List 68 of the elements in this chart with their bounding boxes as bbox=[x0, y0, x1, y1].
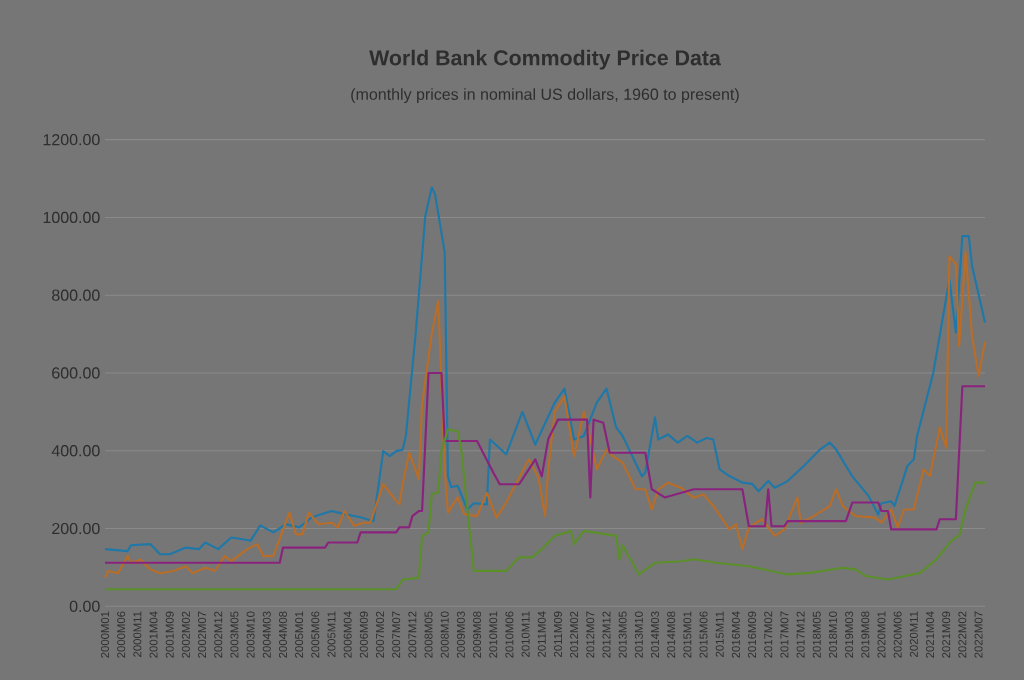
x-tick-label: 2004M08 bbox=[278, 611, 287, 658]
x-tick-label: 2010M11 bbox=[521, 611, 530, 657]
x-tick-label: 2014M03 bbox=[651, 611, 660, 658]
x-tick-label: 2005M11 bbox=[327, 611, 336, 657]
x-tick-label: 2005M06 bbox=[311, 611, 320, 658]
x-tick-label: 2017M07 bbox=[780, 611, 789, 658]
x-tick-label: 2013M10 bbox=[634, 611, 643, 658]
y-tick-label: 800.00 bbox=[52, 289, 100, 301]
line-series bbox=[103, 186, 987, 556]
x-tick-label: 2018M10 bbox=[828, 611, 837, 658]
x-tick-label: 2012M02 bbox=[570, 611, 579, 658]
x-tick-label: 2003M10 bbox=[246, 611, 255, 658]
x-tick-label: 2007M12 bbox=[408, 611, 417, 658]
x-tick-label: 2015M06 bbox=[699, 611, 708, 658]
x-tick-label: 2018M05 bbox=[812, 611, 821, 658]
x-tick-label: 2000M11 bbox=[133, 611, 142, 657]
y-tick-label: 400.00 bbox=[51, 445, 100, 457]
x-tick-label: 2019M08 bbox=[861, 611, 870, 658]
x-tick-label: 2007M02 bbox=[376, 611, 385, 658]
x-tick-label: 2021M04 bbox=[926, 611, 935, 658]
x-tick-label: 2003M05 bbox=[230, 611, 239, 658]
x-tick-label: 2020M06 bbox=[893, 611, 902, 658]
x-tick-label: 2020M11 bbox=[909, 611, 918, 657]
x-tick-label: 2009M08 bbox=[473, 611, 482, 658]
x-tick-label: 2017M02 bbox=[764, 611, 773, 658]
x-tick-label: 2000M06 bbox=[117, 611, 126, 658]
x-tick-label: 2000M01 bbox=[101, 611, 110, 658]
x-tick-label: 2015M11 bbox=[715, 611, 724, 657]
x-tick-label: 2002M12 bbox=[214, 611, 223, 658]
x-tick-label: 2022M07 bbox=[974, 611, 983, 658]
x-tick-label: 2008M05 bbox=[424, 611, 433, 658]
y-tick-label: 600.00 bbox=[52, 367, 100, 379]
x-tick-label: 2011M09 bbox=[553, 611, 562, 657]
x-tick-label: 2010M01 bbox=[489, 611, 498, 658]
x-tick-label: 2002M07 bbox=[198, 611, 207, 658]
x-tick-label: 2021M09 bbox=[942, 611, 951, 658]
x-tick-label: 2002M02 bbox=[181, 611, 190, 658]
x-tick-label: 2020M01 bbox=[877, 611, 886, 658]
x-tick-label: 2012M12 bbox=[602, 611, 611, 658]
line-series bbox=[103, 428, 987, 591]
x-tick-label: 2001M04 bbox=[149, 611, 158, 658]
x-tick-label: 2006M04 bbox=[343, 611, 352, 658]
x-tick-label: 2016M09 bbox=[748, 611, 757, 658]
chart-subtitle: (monthly prices in nominal US dollars, 1960 to present) bbox=[351, 88, 739, 104]
x-tick-label: 2013M05 bbox=[618, 611, 627, 658]
x-tick-label: 2009M03 bbox=[456, 611, 465, 658]
x-tick-label: 2006M09 bbox=[359, 611, 368, 658]
y-tick-label: 1200.00 bbox=[43, 133, 100, 146]
x-tick-label: 2016M04 bbox=[731, 611, 740, 658]
x-tick-label: 2014M08 bbox=[667, 611, 676, 658]
x-tick-label: 2015M01 bbox=[683, 611, 692, 658]
x-tick-label: 2017M12 bbox=[796, 611, 805, 658]
x-tick-label: 2008M10 bbox=[440, 611, 449, 658]
x-tick-label: 2022M02 bbox=[958, 611, 967, 658]
x-tick-label: 2004M03 bbox=[262, 611, 271, 658]
chart-title: World Bank Commodity Price Data bbox=[369, 49, 721, 70]
line-series bbox=[103, 251, 987, 579]
y-tick-label: 200.00 bbox=[52, 522, 100, 535]
x-tick-label: 2001M09 bbox=[165, 611, 174, 658]
x-tick-label: 2011M04 bbox=[537, 611, 546, 657]
x-tick-label: 2005M01 bbox=[295, 611, 304, 658]
x-tick-label: 2007M07 bbox=[392, 611, 401, 658]
y-tick-label: 1000.00 bbox=[43, 211, 100, 224]
line-series bbox=[103, 371, 987, 564]
x-tick-label: 2012M07 bbox=[586, 611, 595, 658]
y-tick-label: 0.00 bbox=[69, 600, 100, 612]
x-tick-label: 2019M03 bbox=[845, 611, 854, 658]
x-tick-label: 2010M06 bbox=[505, 611, 514, 658]
